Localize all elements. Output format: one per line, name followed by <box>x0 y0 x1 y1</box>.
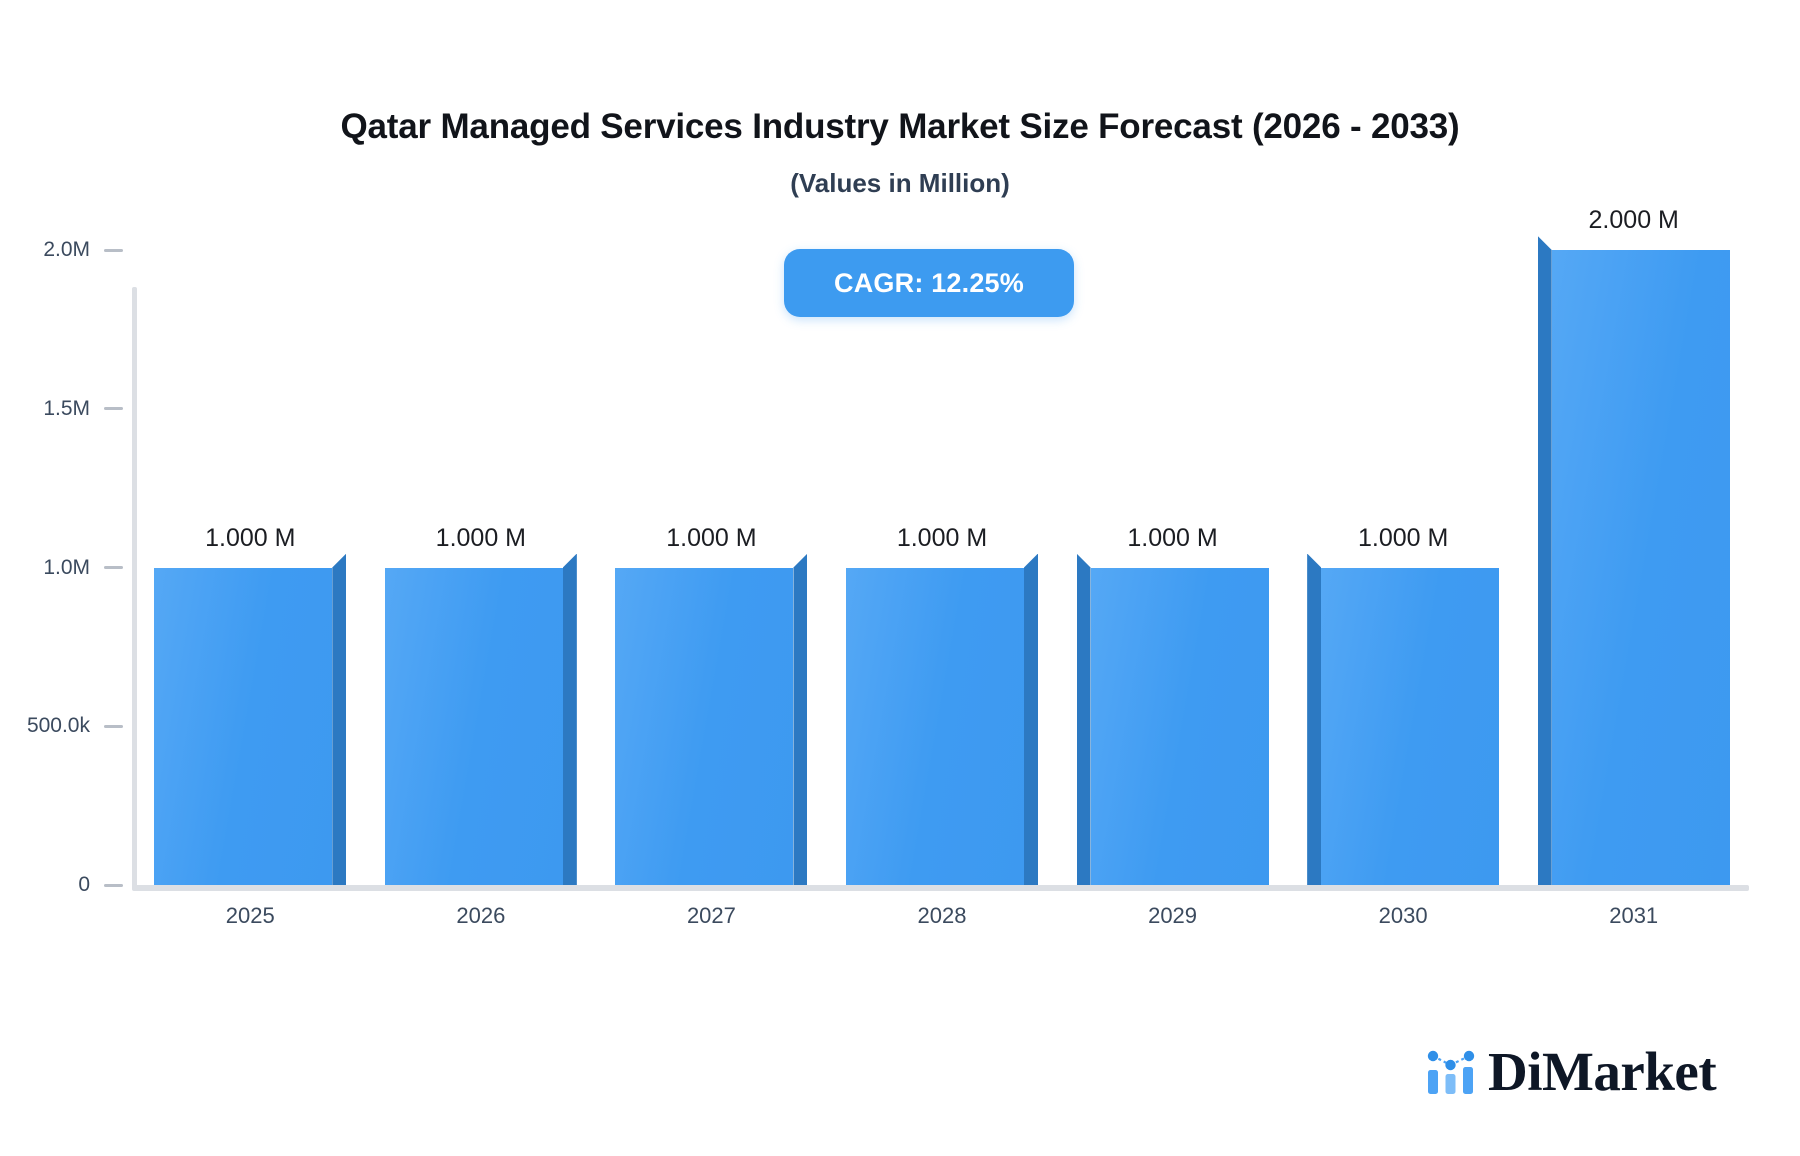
bar-value-label: 1.000 M <box>205 523 296 552</box>
bar[interactable] <box>1321 567 1500 885</box>
y-axis-tick-mark <box>104 724 123 728</box>
cagr-badge: CAGR: 12.25% <box>784 249 1074 317</box>
y-axis-tick-label: 1.0M <box>43 555 90 579</box>
x-axis-tick-label: 2031 <box>1609 903 1659 928</box>
x-axis-tick-label: 2030 <box>1378 903 1428 928</box>
bar-3d-side <box>332 553 347 885</box>
chart-subtitle: (Values in Million) <box>790 167 1010 198</box>
bar-value-label: 1.000 M <box>896 523 988 552</box>
chart-title: Qatar Managed Services Industry Market S… <box>340 107 1460 146</box>
cagr-badge-label: CAGR: 12.25% <box>834 267 1024 298</box>
bar[interactable] <box>154 567 333 885</box>
bar-3d-side <box>1024 553 1038 885</box>
dimarket-logo: DiMarket <box>1424 1040 1717 1102</box>
bar-3d-side <box>793 553 808 885</box>
bar[interactable] <box>846 567 1024 885</box>
y-axis-tick-mark <box>104 248 123 252</box>
bar-value-label: 1.000 M <box>1357 523 1449 552</box>
logo-text: DiMarket <box>1488 1040 1717 1102</box>
bar-value-label: 1.000 M <box>666 523 757 552</box>
bar[interactable] <box>615 567 794 885</box>
y-axis-tick-label: 1.5M <box>43 396 90 420</box>
bar[interactable] <box>1090 567 1269 885</box>
x-axis-tick-label: 2029 <box>1148 903 1198 928</box>
x-axis-tick-label: 2025 <box>225 903 275 928</box>
y-axis-tick-mark <box>104 407 123 411</box>
bar-value-label: 1.000 M <box>435 523 527 552</box>
bar[interactable] <box>384 567 563 885</box>
x-axis-line <box>132 885 1749 891</box>
x-axis-tick-label: 2028 <box>917 903 967 928</box>
title-block: Qatar Managed Services Industry Market S… <box>0 107 1800 198</box>
y-axis-tick-mark <box>104 883 123 887</box>
bar-value-label: 2.000 M <box>1588 206 1679 234</box>
y-axis-tick-label: 0 <box>78 873 90 896</box>
x-axis-tick-label: 2027 <box>686 903 736 928</box>
bar-value-label: 1.000 M <box>1127 523 1218 552</box>
bar-3d-side <box>1537 236 1552 885</box>
y-axis-line <box>132 287 137 890</box>
x-axis-tick-label: 2026 <box>456 903 506 928</box>
y-axis-tick-mark <box>104 566 123 569</box>
y-axis-tick-label: 500.0k <box>26 714 90 738</box>
bar-3d-side <box>562 553 577 885</box>
bar[interactable] <box>1551 250 1730 885</box>
bar-3d-side <box>1076 553 1091 885</box>
bar-3d-side <box>1307 553 1322 885</box>
y-axis-tick-label: 2.0M <box>43 238 90 261</box>
bar-chart-icon <box>1427 1050 1475 1094</box>
